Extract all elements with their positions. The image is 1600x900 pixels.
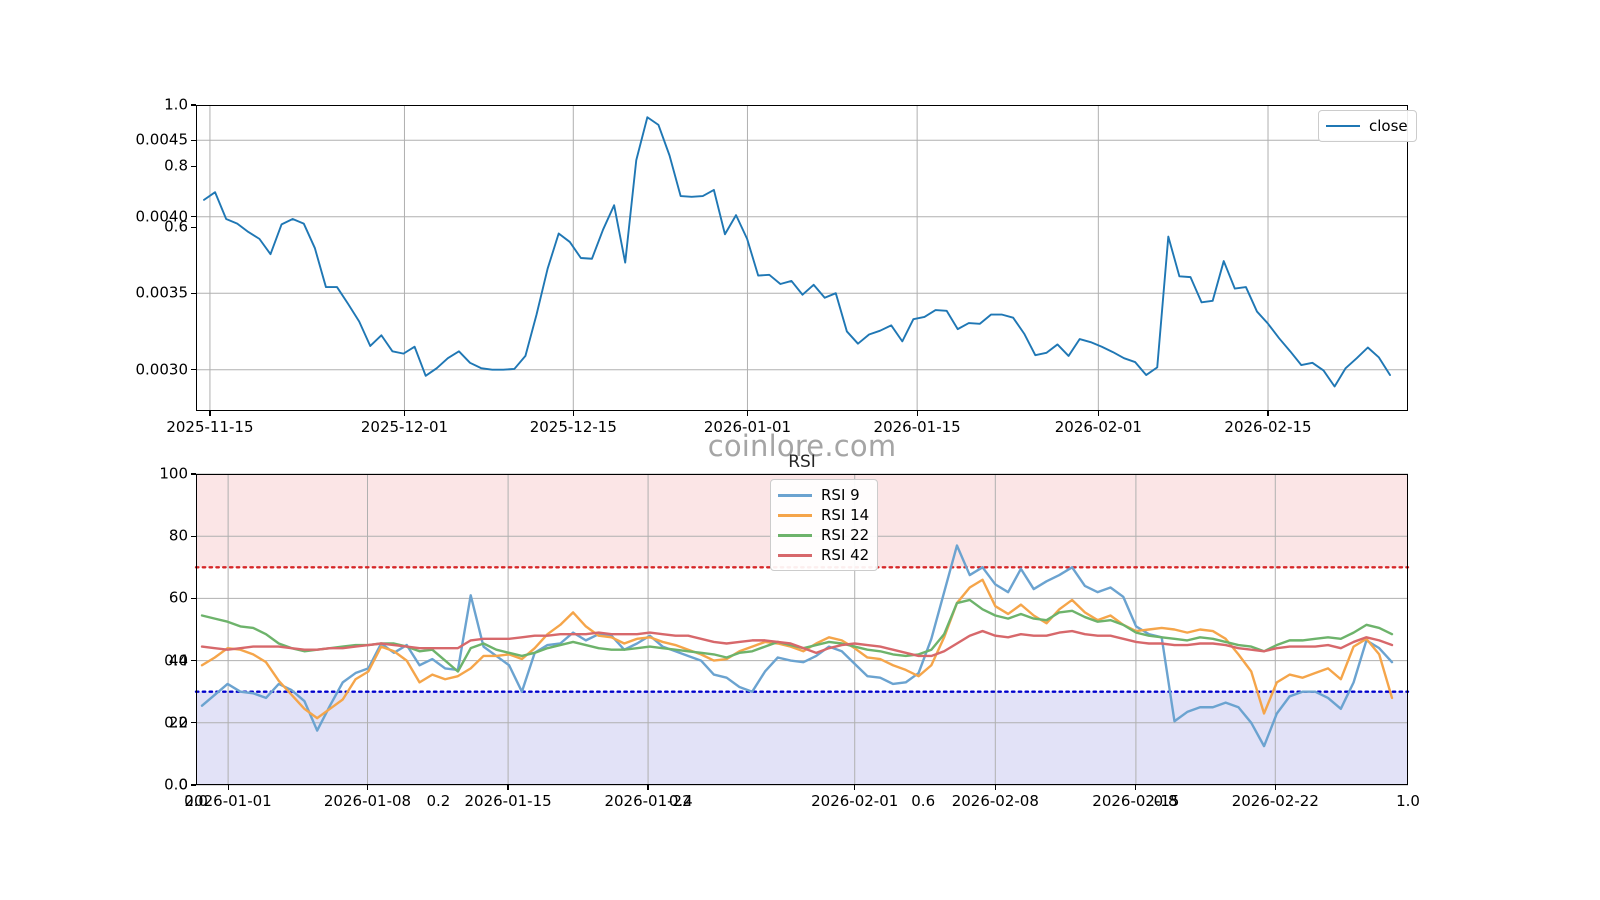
rsi-x-tick-label: 2026-01-01 [184,792,272,810]
rsi-y-tick-label: 20 [168,713,188,732]
price-chart-legend: close [1318,110,1417,142]
rsi-legend-swatch [778,493,812,497]
rsi-x-tick-label-secondary: 0.4 [668,792,693,810]
rsi-x-tick-label: 2026-01-22 [604,792,692,810]
price-x-tickmark [746,411,749,416]
rsi-y-tickmark [191,473,196,475]
price-chart-panel [196,105,1408,411]
price-y-tick-label-secondary: 0.8 [164,156,188,175]
rsi-y-tickmark-secondary [191,660,196,662]
rsi-y-tick-label: 80 [168,526,188,545]
rsi-legend-item[interactable]: RSI 42 [778,545,869,565]
price-y-tickmark [191,216,196,218]
watermark: coinlore.com [707,429,897,463]
rsi-x-tickmark [854,785,856,790]
rsi-x-tick-label-secondary: 0.6 [911,792,936,810]
rsi-y-tickmark-secondary [191,722,196,724]
rsi-shaded-band [196,691,1408,785]
price-y-tick-label-secondary: 0.6 [164,217,188,236]
rsi-legend-swatch [778,513,812,517]
price-y-tick-label: 0.0040 [135,207,189,226]
price-x-tick-label: 2026-02-01 [1054,418,1142,436]
price-x-tick-label: 2025-12-01 [360,418,449,436]
rsi-x-tickmark [994,785,996,790]
price-x-tick-label: 2026-02-15 [1224,418,1312,436]
rsi-legend-swatch [778,533,812,537]
price-x-tick-label: 2025-11-15 [166,418,254,436]
rsi-y-tickmark [191,597,196,599]
price-y-tickmark [191,139,196,141]
rsi-legend-item[interactable]: RSI 14 [778,505,869,525]
rsi-chart-legend: RSI 9 RSI 14 RSI 22 RSI 42 [770,479,879,571]
rsi-x-tick-label-secondary: 0.2 [426,792,451,810]
rsi-x-tick-label: 2026-02-22 [1231,792,1319,810]
price-y-tickmark-secondary [191,226,196,228]
price-x-tickmark [916,411,918,416]
price-legend-swatch [1326,125,1360,127]
rsi-legend-swatch [778,553,812,557]
rsi-line-rsi-14 [200,578,1394,720]
rsi-y-tickmark-secondary [191,784,196,786]
rsi-y-tick-label: 100 [159,464,188,483]
rsi-y-tick-label-secondary: 0.4 [164,651,188,670]
rsi-x-tick-label-secondary: 1.0 [1396,792,1420,810]
rsi-y-tick-label-secondary: 0.2 [164,713,188,732]
price-y-tick-label: 0.0045 [135,130,189,149]
rsi-chart-title: RSI [788,452,816,472]
rsi-x-tickmark [227,785,229,790]
rsi-y-tick-label: 60 [168,588,188,607]
price-y-tick-label-secondary: 1.0 [164,95,188,114]
rsi-x-tick-label: 2026-01-08 [323,792,412,810]
rsi-legend-item[interactable]: RSI 9 [778,485,869,505]
rsi-x-tickmark [1274,785,1276,790]
rsi-legend-label: RSI 14 [821,506,870,524]
rsi-x-tick-label: 2026-01-15 [464,792,552,810]
price-x-tickmark [209,411,211,416]
price-x-tickmark [1097,411,1099,416]
price-x-tick-label: 2025-12-15 [529,418,617,436]
rsi-y-tick-label: 0 [178,775,188,794]
rsi-x-tickmark [1135,785,1137,790]
rsi-x-tick-label-secondary: 0.8 [1153,792,1178,810]
rsi-y-tick-label-secondary: 0.0 [164,775,188,794]
rsi-legend-label: RSI 42 [821,546,870,564]
rsi-x-tick-label: 2026-02-15 [1092,792,1180,810]
rsi-legend-label: RSI 22 [821,526,870,544]
price-y-tick-label: 0.0030 [135,360,189,379]
rsi-x-tickmark [647,785,649,790]
price-chart-plot [196,105,1408,411]
rsi-x-tickmark [507,785,509,790]
price-y-tickmark [191,292,196,294]
price-x-tickmark [403,411,406,416]
close-price-line [203,116,1391,388]
price-y-tick-label: 0.0035 [135,283,189,302]
price-x-tick-label: 2026-01-01 [703,418,792,436]
rsi-legend-label: RSI 9 [821,486,860,504]
rsi-x-tickmark [366,785,369,790]
price-legend-item[interactable]: close [1326,116,1408,136]
rsi-y-tick-label: 40 [168,651,188,670]
rsi-x-tick-label: 2026-02-08 [951,792,1039,810]
rsi-legend-item[interactable]: RSI 22 [778,525,869,545]
price-legend-label: close [1369,117,1408,135]
price-y-tickmark [191,369,196,371]
rsi-x-tick-label-secondary: 0.0 [184,792,208,810]
rsi-x-tick-label: 2026-02-01 [811,792,899,810]
price-y-tickmark-secondary [191,165,196,167]
rsi-line-rsi-42 [200,629,1394,658]
rsi-y-tickmark [191,535,196,537]
price-x-tick-label: 2026-01-15 [873,418,961,436]
price-x-tickmark [1267,411,1269,416]
price-y-tickmark-secondary [191,104,196,106]
price-x-tickmark [572,411,574,416]
rsi-line-rsi-9 [200,544,1394,748]
